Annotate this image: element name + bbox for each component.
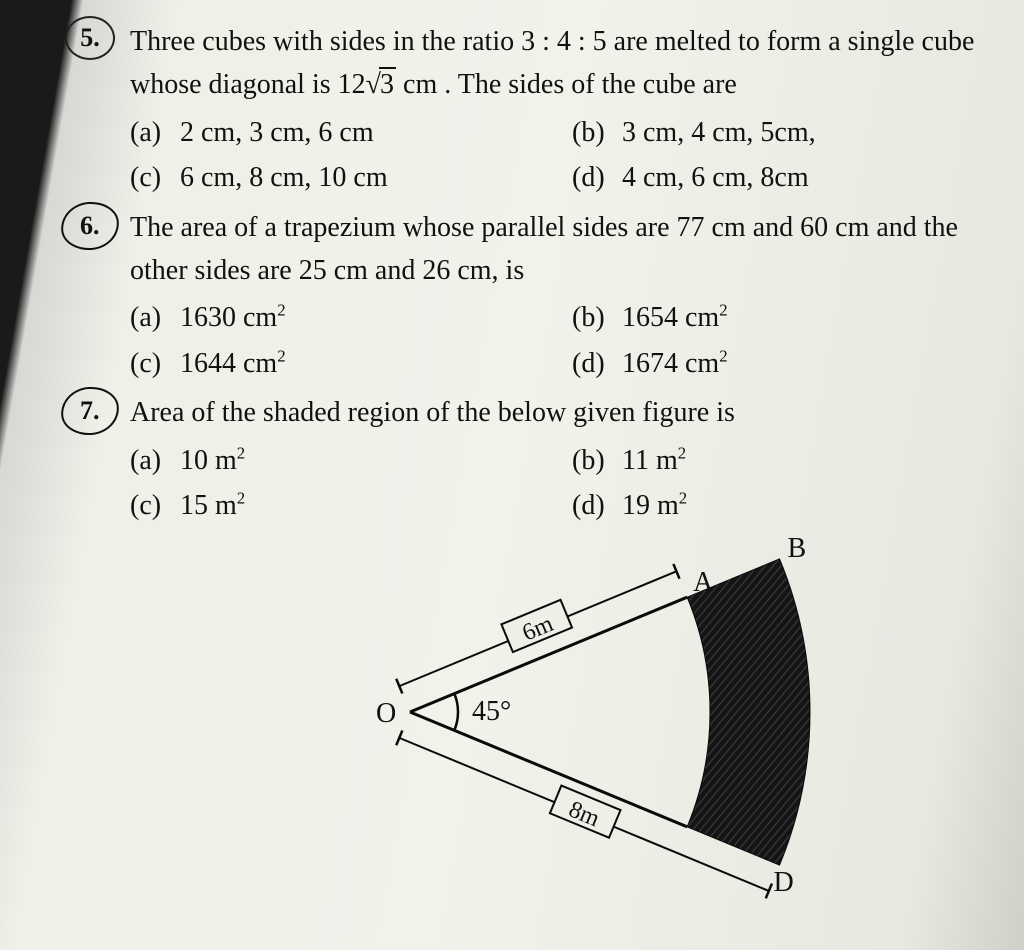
- option-b: (b)1654 cm2: [572, 296, 984, 339]
- options-grid: (a)2 cm, 3 cm, 6 cm (b)3 cm, 4 cm, 5cm, …: [130, 111, 984, 200]
- question-number-circle: 6.: [59, 200, 120, 252]
- option-text: 3 cm, 4 cm, 5cm,: [622, 111, 816, 154]
- option-label: (d): [572, 156, 612, 199]
- option-label: (b): [572, 439, 612, 482]
- option-text: 10 m2: [180, 439, 245, 482]
- option-label: (c): [130, 484, 170, 527]
- option-text: 6 cm, 8 cm, 10 cm: [180, 156, 388, 199]
- option-d: (d)4 cm, 6 cm, 8cm: [572, 156, 984, 199]
- option-text: 11 m2: [622, 439, 686, 482]
- option-c: (c)1644 cm2: [130, 342, 542, 385]
- option-text: 15 m2: [180, 484, 245, 527]
- sector-figure: 6m8m45°OABD: [350, 537, 910, 847]
- option-a: (a)10 m2: [130, 439, 542, 482]
- option-d: (d)1674 cm2: [572, 342, 984, 385]
- option-label: (c): [130, 342, 170, 385]
- options-grid: (a)1630 cm2 (b)1654 cm2 (c)1644 cm2 (d)1…: [130, 296, 984, 385]
- svg-text:D: D: [774, 867, 794, 898]
- option-a: (a)2 cm, 3 cm, 6 cm: [130, 111, 542, 154]
- question-number-wrap: 7.: [60, 387, 120, 435]
- question-stem: The area of a trapezium whose parallel s…: [130, 206, 984, 293]
- option-text: 2 cm, 3 cm, 6 cm: [180, 111, 374, 154]
- svg-text:B: B: [788, 533, 807, 564]
- svg-text:A: A: [693, 567, 714, 598]
- option-text: 1630 cm2: [180, 296, 286, 339]
- option-a: (a)1630 cm2: [130, 296, 542, 339]
- question-stem: Three cubes with sides in the ratio 3 : …: [130, 20, 984, 107]
- svg-text:45°: 45°: [472, 696, 511, 727]
- question-number: 7.: [80, 391, 100, 431]
- option-b: (b)11 m2: [572, 439, 984, 482]
- option-text: 19 m2: [622, 484, 687, 527]
- option-text: 4 cm, 6 cm, 8cm: [622, 156, 809, 199]
- option-d: (d)19 m2: [572, 484, 984, 527]
- svg-text:O: O: [376, 698, 396, 729]
- option-label: (a): [130, 296, 170, 339]
- question-number-wrap: 6.: [60, 202, 120, 250]
- question-number-circle: 5.: [65, 16, 115, 60]
- option-label: (d): [572, 342, 612, 385]
- option-label: (a): [130, 111, 170, 154]
- option-label: (a): [130, 439, 170, 482]
- question-number: 5.: [80, 18, 100, 58]
- question-number: 6.: [80, 205, 100, 245]
- option-label: (b): [572, 111, 612, 154]
- option-text: 1644 cm2: [180, 342, 286, 385]
- sector-svg: 6m8m45°OABD: [350, 537, 910, 847]
- question-number-wrap: 5.: [60, 16, 120, 60]
- option-c: (c)6 cm, 8 cm, 10 cm: [130, 156, 542, 199]
- question-number-circle: 7.: [59, 385, 120, 437]
- option-label: (d): [572, 484, 612, 527]
- option-label: (c): [130, 156, 170, 199]
- option-b: (b)3 cm, 4 cm, 5cm,: [572, 111, 984, 154]
- worksheet-page: 5. Three cubes with sides in the ratio 3…: [0, 0, 1024, 950]
- options-grid: (a)10 m2 (b)11 m2 (c)15 m2 (d)19 m2: [130, 439, 984, 528]
- option-text: 1654 cm2: [622, 296, 728, 339]
- question-stem: Area of the shaded region of the below g…: [130, 391, 984, 434]
- option-c: (c)15 m2: [130, 484, 542, 527]
- question-5: 5. Three cubes with sides in the ratio 3…: [70, 20, 984, 200]
- option-label: (b): [572, 296, 612, 339]
- question-7: 7. Area of the shaded region of the belo…: [70, 391, 984, 847]
- question-6: 6. The area of a trapezium whose paralle…: [70, 206, 984, 386]
- option-text: 1674 cm2: [622, 342, 728, 385]
